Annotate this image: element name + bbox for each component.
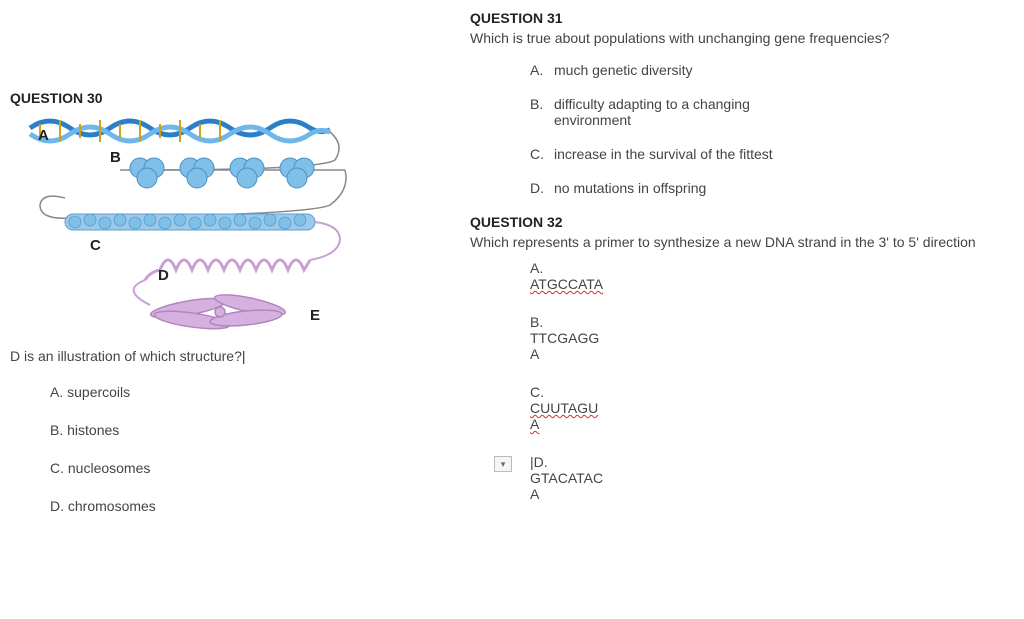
q30-choices: A. supercoils B. histones C. nucleosomes… bbox=[50, 384, 450, 514]
q32-choice-a[interactable]: A. ATGCCATA bbox=[530, 260, 1014, 292]
diagram-label-d: D bbox=[158, 267, 169, 284]
q32-choices: A. ATGCCATA B. TTCGAGG A C. CUUTAGU A ▾ … bbox=[530, 260, 1014, 502]
choice-letter: C. bbox=[530, 384, 1014, 400]
q31-choice-d[interactable]: D. no mutations in offspring bbox=[530, 180, 1014, 196]
diagram-label-b: B bbox=[110, 149, 121, 166]
q32-choice-d[interactable]: ▾ |D. GTACATAC A bbox=[530, 454, 1014, 502]
q32-choice-b[interactable]: B. TTCGAGG A bbox=[530, 314, 1014, 362]
choice-letter: D. bbox=[530, 180, 554, 196]
q30-header: QUESTION 30 bbox=[10, 90, 450, 106]
q32-header: QUESTION 32 bbox=[470, 214, 1014, 230]
choice-seq-line1: CUUTAGU bbox=[530, 400, 598, 416]
text-cursor-icon bbox=[242, 348, 246, 364]
choice-text: difficulty adapting to a changing enviro… bbox=[554, 96, 814, 128]
choice-text: much genetic diversity bbox=[554, 62, 693, 78]
choice-seq-line2: A bbox=[530, 486, 1014, 502]
choice-letter: |D. bbox=[530, 454, 1014, 470]
diagram-label-e: E bbox=[310, 307, 320, 324]
choice-letter: C. bbox=[530, 146, 554, 162]
q31-prompt: Which is true about populations with unc… bbox=[470, 30, 1014, 46]
q30-prompt: D is an illustration of which structure? bbox=[10, 348, 450, 364]
diagram-label-a: A bbox=[38, 127, 49, 144]
choice-seq-line1: GTACATAC bbox=[530, 470, 1014, 486]
chevron-down-icon: ▾ bbox=[501, 459, 506, 470]
choice-seq-line2: A bbox=[530, 416, 539, 432]
choice-text: no mutations in offspring bbox=[554, 180, 706, 196]
diagram-label-c: C bbox=[90, 237, 101, 254]
choice-text: increase in the survival of the fittest bbox=[554, 146, 773, 162]
q31-choices: A. much genetic diversity B. difficulty … bbox=[530, 62, 1014, 196]
q30-choice-a[interactable]: A. supercoils bbox=[50, 384, 170, 400]
q30-choice-b[interactable]: B. histones bbox=[50, 422, 170, 438]
choice-letter: B. bbox=[530, 96, 554, 112]
choice-letter: A. bbox=[530, 62, 554, 78]
q30-diagram: A B bbox=[10, 110, 350, 340]
q30-choice-c[interactable]: C. nucleosomes bbox=[50, 460, 170, 476]
q32-prompt: Which represents a primer to synthesize … bbox=[470, 234, 1014, 250]
choice-letter: A. bbox=[530, 260, 1014, 276]
q31-choice-a[interactable]: A. much genetic diversity bbox=[530, 62, 1014, 78]
choice-seq-line2: A bbox=[530, 346, 1014, 362]
right-column: QUESTION 31 Which is true about populati… bbox=[460, 0, 1024, 619]
left-column: QUESTION 30 A bbox=[0, 0, 460, 619]
q31-choice-c[interactable]: C. increase in the survival of the fitte… bbox=[530, 146, 1014, 162]
choice-letter: B. bbox=[530, 314, 1014, 330]
q31-header: QUESTION 31 bbox=[470, 10, 1014, 26]
choice-seq-line1: TTCGAGG bbox=[530, 330, 1014, 346]
choice-seq: ATGCCATA bbox=[530, 276, 603, 292]
q31-choice-b[interactable]: B. difficulty adapting to a changing env… bbox=[530, 96, 1014, 128]
page-root: QUESTION 30 A bbox=[0, 0, 1024, 619]
q32-choice-c[interactable]: C. CUUTAGU A bbox=[530, 384, 1014, 432]
dropdown-button[interactable]: ▾ bbox=[494, 456, 512, 472]
q30-choice-d[interactable]: D. chromosomes bbox=[50, 498, 170, 514]
